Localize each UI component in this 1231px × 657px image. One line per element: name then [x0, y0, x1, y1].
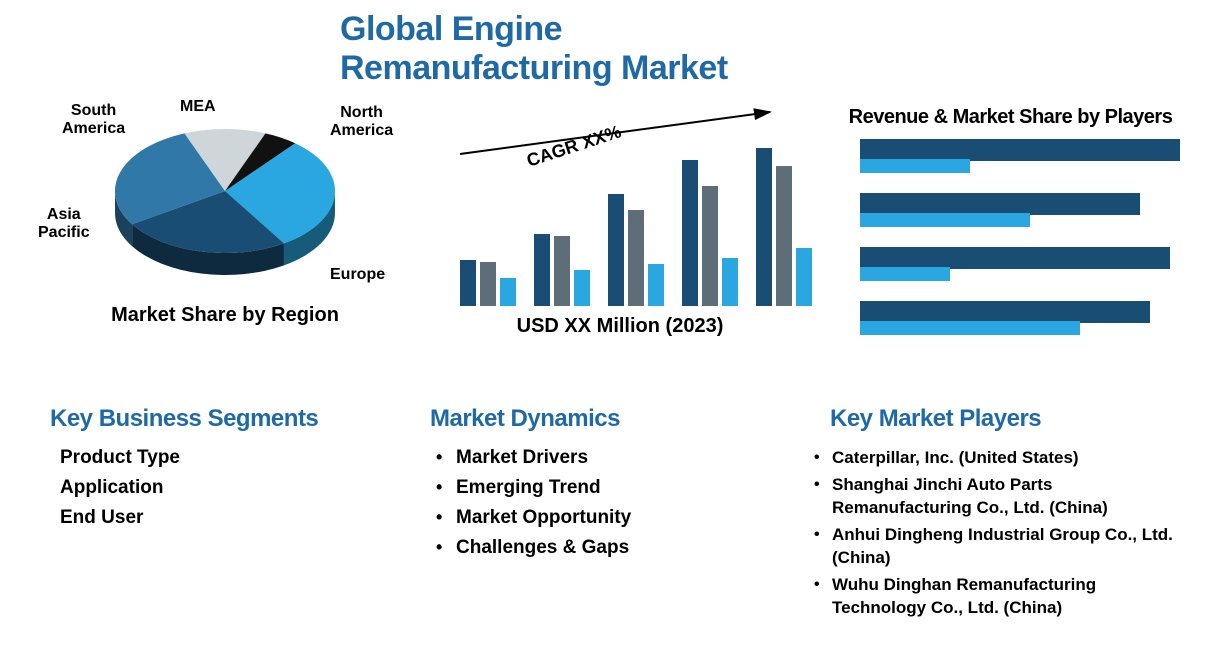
hbar-group [860, 301, 1191, 335]
player-item: Shanghai Jinchi Auto Parts Remanufacturi… [810, 474, 1191, 520]
bar [500, 278, 516, 306]
hbar-front [860, 267, 950, 281]
dynamics-item: Challenges & Gaps [430, 537, 750, 559]
bar-group [682, 160, 738, 306]
pie-slice-label: NorthAmerica [330, 104, 393, 139]
bar [534, 234, 550, 306]
hbar-group [860, 139, 1191, 173]
hbar-group [860, 193, 1191, 227]
dynamics-item: Market Drivers [430, 447, 750, 469]
segment-item: Application [60, 477, 370, 499]
player-item: Caterpillar, Inc. (United States) [810, 447, 1191, 470]
players-column: Key Market Players Caterpillar, Inc. (Un… [810, 405, 1191, 624]
bar-group [756, 148, 812, 306]
player-item: Wuhu Dinghan Remanufacturing Technology … [810, 574, 1191, 620]
segment-item: Product Type [60, 447, 370, 469]
title-line-2: Remanufacturing Market [340, 49, 728, 87]
bar [702, 186, 718, 306]
pie-slice-label: MEA [180, 98, 216, 116]
bar-chart-panel: CAGR XX% USD XX Million (2023) [440, 106, 800, 336]
player-item: Anhui Dingheng Industrial Group Co., Ltd… [810, 524, 1191, 570]
dynamics-heading: Market Dynamics [430, 405, 750, 433]
dynamics-item: Market Opportunity [430, 507, 750, 529]
bar [460, 260, 476, 306]
players-heading: Key Market Players [830, 405, 1191, 433]
bar-group [460, 260, 516, 306]
bar [648, 264, 664, 306]
hbar-group [860, 247, 1191, 281]
pie-slice-label: AsiaPacific [38, 206, 90, 241]
hbar-back [860, 301, 1150, 323]
segments-heading: Key Business Segments [50, 405, 370, 433]
dynamics-item: Emerging Trend [430, 477, 750, 499]
pie-caption: Market Share by Region [40, 304, 410, 327]
pie-chart-svg [95, 106, 355, 296]
bar [554, 236, 570, 306]
hbar-front [860, 321, 1080, 335]
page-title: Global Engine Remanufacturing Market [340, 10, 1191, 88]
hbar-chart-panel: Revenue & Market Share by Players [830, 106, 1191, 355]
bar-caption: USD XX Million (2023) [440, 315, 800, 338]
bar [628, 210, 644, 306]
segments-column: Key Business Segments Product Type Applic… [50, 405, 370, 624]
hbar-front [860, 159, 970, 173]
hbar-title: Revenue & Market Share by Players [830, 106, 1191, 129]
bar [682, 160, 698, 306]
bar [776, 166, 792, 306]
pie-chart-panel: NorthAmericaEuropeAsiaPacificSouthAmeric… [40, 106, 410, 336]
hbar-back [860, 139, 1180, 161]
bar-group [608, 194, 664, 306]
bar [796, 248, 812, 306]
bar [722, 258, 738, 306]
bar-group [534, 234, 590, 306]
title-line-1: Global Engine [340, 10, 562, 48]
bar [480, 262, 496, 306]
segment-item: End User [60, 507, 370, 529]
pie-slice-label: Europe [330, 266, 385, 284]
hbar-back [860, 247, 1170, 269]
charts-row: NorthAmericaEuropeAsiaPacificSouthAmeric… [40, 106, 1191, 355]
dynamics-column: Market Dynamics Market Drivers Emerging T… [430, 405, 750, 624]
hbar-front [860, 213, 1030, 227]
bottom-row: Key Business Segments Product Type Applic… [40, 405, 1191, 624]
pie-slice-label: SouthAmerica [62, 102, 125, 137]
bar [608, 194, 624, 306]
bars-area [460, 136, 780, 306]
bar [574, 270, 590, 306]
bar [756, 148, 772, 306]
hbar-back [860, 193, 1140, 215]
